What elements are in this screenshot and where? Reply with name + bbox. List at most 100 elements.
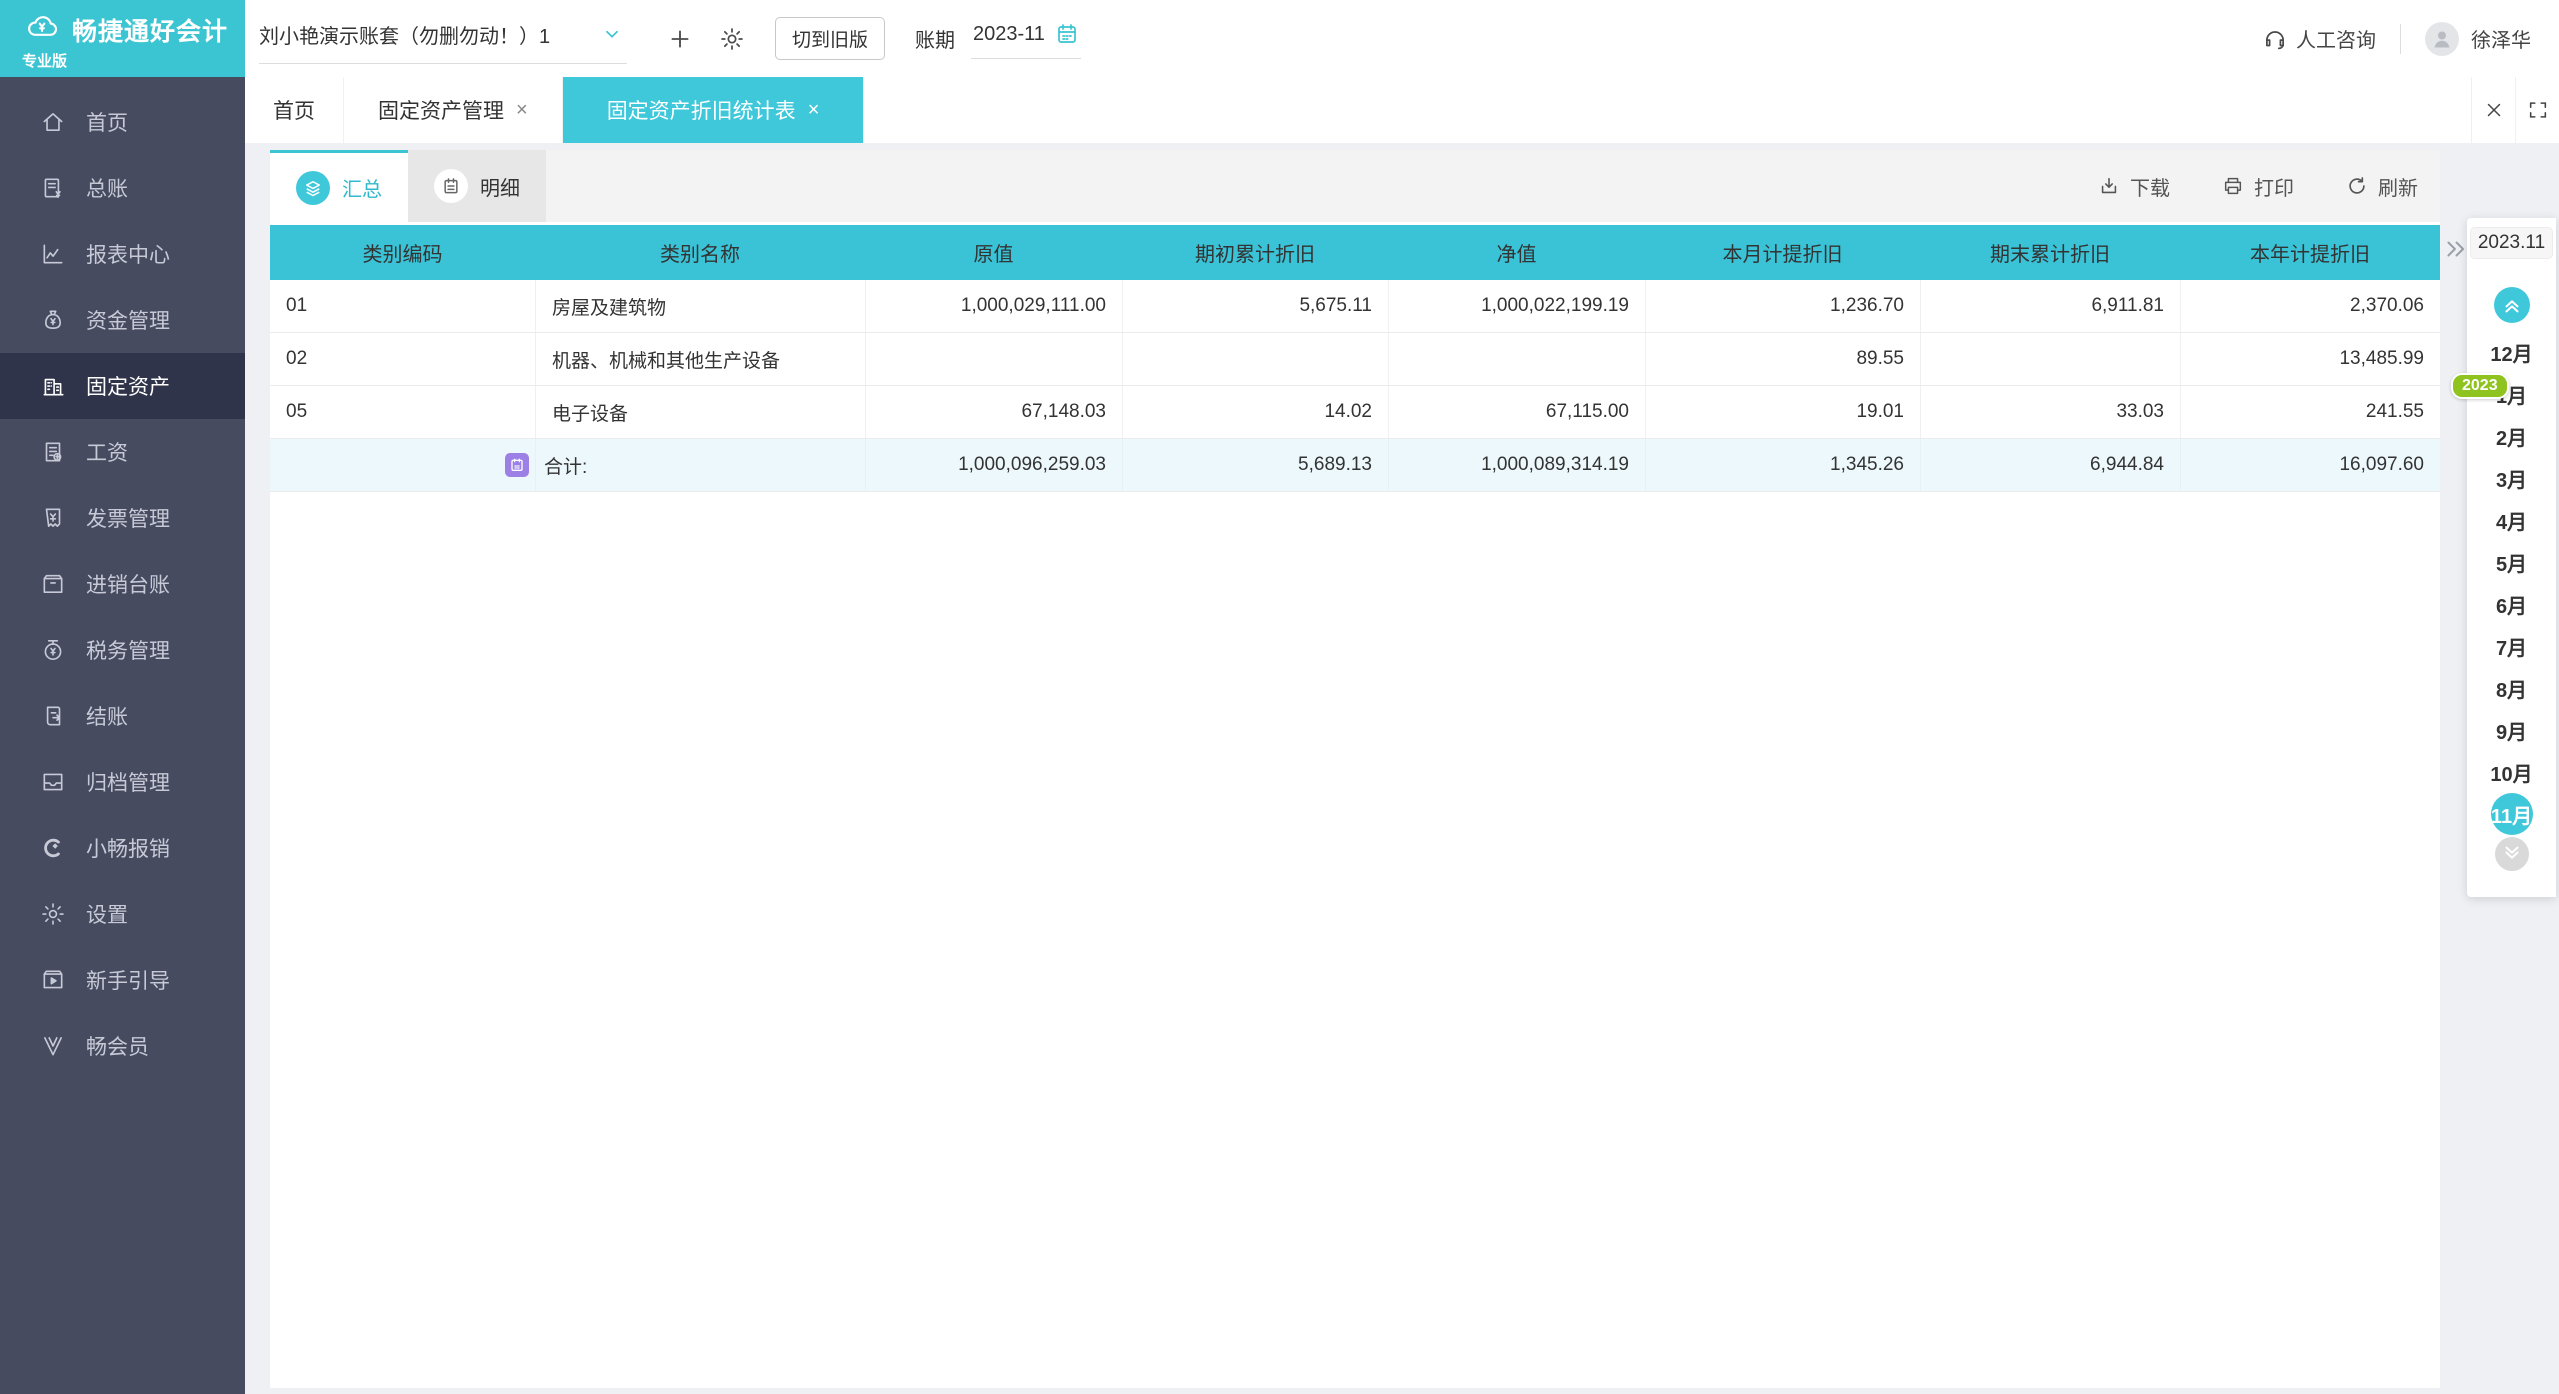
closing-icon [40, 703, 66, 729]
sidebar-item-funds[interactable]: 资金管理 [0, 287, 245, 353]
tab-0[interactable]: 首页 [245, 77, 344, 143]
payroll-icon [40, 439, 66, 465]
month-item[interactable]: 10月 [2490, 763, 2533, 786]
period-panel: 2023.11 12月 1月 2月 3月 4月 5月 6月 7月 8月 9月 10月 11月 2023 [2451, 218, 2556, 897]
refresh-label: 刷新 [2378, 177, 2418, 200]
sidebar-item-label: 固定资产 [86, 376, 170, 399]
reimburse-icon [40, 835, 66, 861]
month-item[interactable]: 8月 [2495, 679, 2528, 702]
user-name[interactable]: 徐泽华 [2471, 30, 2531, 52]
sidebar-item-payroll[interactable]: 工资 [0, 419, 245, 485]
add-account-button[interactable] [667, 26, 693, 52]
sidebar-item-home[interactable]: 首页 [0, 89, 245, 155]
sidebar-item-inventory[interactable]: 进销台账 [0, 551, 245, 617]
sidebar-item-member[interactable]: 畅会员 [0, 1013, 245, 1079]
month-item[interactable]: 9月 [2495, 721, 2528, 744]
table-header-row: 类别编码 类别名称 原值 期初累计折旧 净值 本月计提折旧 期末累计折旧 本年计提折旧 [270, 225, 2440, 280]
cell-code: 05 [286, 401, 308, 422]
scroll-months-up-button[interactable] [2493, 287, 2530, 323]
view-tab-label: 汇总 [342, 179, 382, 201]
avatar[interactable] [2425, 21, 2459, 56]
cell-value: 67,148.03 [865, 386, 1122, 438]
tab-2[interactable]: 固定资产折旧统计表 × [562, 77, 865, 143]
column-header: 类别编码 [362, 244, 443, 266]
sidebar-item-tax[interactable]: 税务管理 [0, 617, 245, 683]
sidebar-item-label: 结账 [86, 706, 128, 729]
topbar: 刘小艳演示账套（勿删勿动！）1 切到旧版 账期 2023-11 [245, 0, 2559, 77]
archive-icon [40, 769, 66, 795]
cell-value [1388, 333, 1645, 385]
tab-close-icon[interactable]: × [807, 99, 820, 121]
tab-label: 固定资产管理 [378, 100, 504, 123]
cell-value: 13,485.99 [2180, 333, 2440, 385]
download-label: 下载 [2130, 177, 2170, 200]
month-item[interactable]: 5月 [2495, 553, 2528, 576]
switch-old-version-button[interactable]: 切到旧版 [775, 17, 886, 60]
period-value: 2023-11 [973, 22, 1045, 45]
view-tab-detail[interactable]: 明细 [408, 150, 546, 222]
refresh-button[interactable]: 刷新 [2346, 172, 2418, 201]
member-icon [40, 1033, 66, 1059]
calculator-icon [505, 453, 529, 477]
sidebar-item-settings[interactable]: 设置 [0, 881, 245, 947]
sidebar-item-label: 工资 [86, 442, 128, 465]
table-row[interactable]: 02 机器、机械和其他生产设备 89.55 13,485.99 [270, 333, 2440, 386]
cell-value: 241.55 [2180, 386, 2440, 438]
settings-gear-icon[interactable] [719, 26, 745, 52]
month-item[interactable]: 6月 [2495, 595, 2528, 618]
cell-value: 1,000,022,199.19 [1388, 280, 1645, 332]
table-row[interactable]: 05 电子设备 67,148.03 14.02 67,115.00 19.01 33.03 2… [270, 386, 2440, 439]
month-item[interactable]: 7月 [2495, 637, 2528, 660]
guide-icon [40, 967, 66, 993]
close-all-tabs-button[interactable] [2471, 77, 2515, 143]
table-body: 01 房屋及建筑物 1,000,029,111.00 5,675.11 1,000,02… [270, 280, 2440, 439]
sidebar-item-invoice[interactable]: 发票管理 [0, 485, 245, 551]
sidebar-item-label: 畅会员 [86, 1036, 149, 1059]
layers-icon [296, 170, 330, 205]
month-item[interactable]: 11月 [2490, 793, 2533, 835]
sidebar-item-closing[interactable]: 结账 [0, 683, 245, 749]
table-total-row: 合计: 1,000,096,259.03 5,689.13 1,000,089,314… [270, 439, 2440, 492]
view-tab-summary[interactable]: 汇总 [270, 150, 408, 222]
cell-value: 5,675.11 [1122, 280, 1388, 332]
sidebar-item-label: 总账 [86, 178, 128, 201]
column-header: 期初累计折旧 [1195, 244, 1315, 266]
total-value: 1,000,089,314.19 [1388, 439, 1645, 491]
total-icon-cell [270, 439, 535, 491]
tab-label: 首页 [273, 100, 315, 123]
print-button[interactable]: 打印 [2222, 172, 2294, 201]
sidebar-item-report[interactable]: 报表中心 [0, 221, 245, 287]
scroll-months-down-button[interactable] [2494, 837, 2529, 871]
sidebar-item-guide[interactable]: 新手引导 [0, 947, 245, 1013]
cell-value: 33.03 [1920, 386, 2180, 438]
month-item[interactable]: 4月 [2495, 511, 2528, 534]
settings-icon [40, 901, 66, 927]
report-icon [40, 241, 66, 267]
tab-close-icon[interactable]: × [516, 99, 528, 121]
table-row[interactable]: 01 房屋及建筑物 1,000,029,111.00 5,675.11 1,000,02… [270, 280, 2440, 333]
invoice-icon [40, 505, 66, 531]
column-header: 原值 [973, 244, 1014, 266]
total-label: 合计: [535, 439, 865, 491]
month-item[interactable]: 3月 [2495, 469, 2528, 492]
account-selector[interactable]: 刘小艳演示账套（勿删勿动！）1 [259, 14, 627, 64]
sidebar-item-archive[interactable]: 归档管理 [0, 749, 245, 815]
sidebar-item-ledger[interactable]: 总账 [0, 155, 245, 221]
period-selector[interactable]: 2023-11 [971, 18, 1081, 59]
month-item[interactable]: 12月 [2490, 343, 2533, 366]
collapse-panel-icon[interactable] [2443, 236, 2469, 267]
cloud-logo-icon [22, 10, 62, 49]
total-value: 6,944.84 [1920, 439, 2180, 491]
fixed-assets-icon [40, 373, 66, 399]
sidebar-item-reimburse[interactable]: 小畅报销 [0, 815, 245, 881]
tab-1[interactable]: 固定资产管理 × [344, 77, 563, 143]
brand-edition: 专业版 [22, 53, 68, 70]
fullscreen-icon[interactable] [2515, 77, 2559, 143]
support-link[interactable]: 人工咨询 [2262, 24, 2376, 53]
sidebar-item-fixed-assets[interactable]: 固定资产 [0, 353, 245, 419]
ledger-icon [40, 175, 66, 201]
month-list: 12月 1月 2月 3月 4月 5月 6月 7月 8月 9月 10月 11月 [2490, 331, 2534, 835]
month-item[interactable]: 2月 [2495, 427, 2528, 450]
download-button[interactable]: 下载 [2098, 172, 2170, 201]
sidebar-item-label: 发票管理 [86, 508, 170, 531]
